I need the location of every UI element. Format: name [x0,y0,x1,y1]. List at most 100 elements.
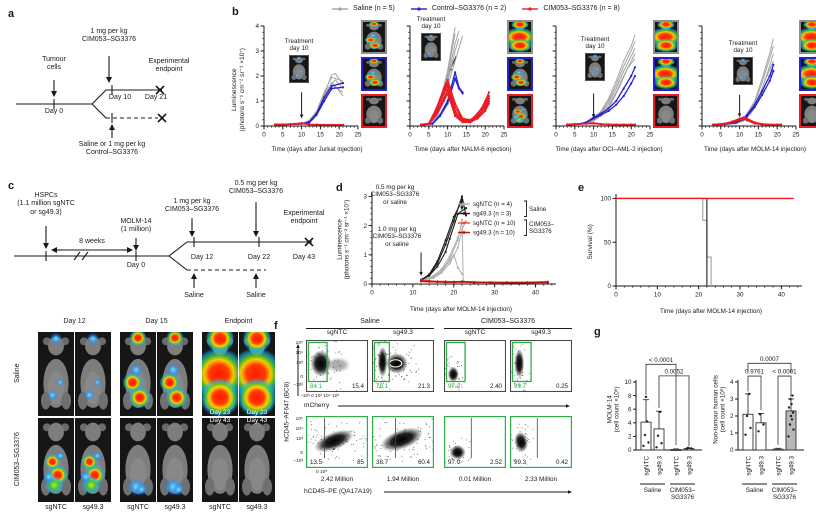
f-ytick: −10³ [293,383,303,388]
panel-d-label: d [336,182,343,194]
svg-text:< 0.0001: < 0.0001 [649,357,674,364]
grid-row-label: Saline [13,363,21,383]
mouse-image: Day 23 [202,332,238,416]
mouse-thumbnail [799,57,816,91]
legend-item: Saline (n = 5) [332,5,395,13]
svg-text:< 0.0001: < 0.0001 [772,369,797,376]
chart-e-xlabel: Time (days after MOLM-14 injection) [660,308,762,315]
svg-text:1: 1 [363,252,367,259]
f-col-header: sg49.3 [393,329,413,336]
svg-text:10: 10 [736,132,744,139]
svg-text:25: 25 [500,132,508,139]
legend-item: Control–SG3376 (n = 2) [410,5,506,13]
mouse-thumbnail [361,20,387,54]
svg-text:sg49.3: sg49.3 [687,456,694,475]
treatment-annotation: Treatment day 10 [268,38,330,83]
day21-label: Day 21 [144,94,168,101]
svg-text:0.0007: 0.0007 [760,356,779,363]
chart-d-xlabel: Time (days after MOLM-14 injection) [410,306,512,313]
panel-a-label: a [8,8,15,20]
out-percent: 15.4 [351,383,364,390]
mouse-image: Day 43 [239,417,275,502]
mouse-thumbnails [653,20,679,128]
svg-text:10: 10 [590,132,598,139]
gate-percent: 84.1 [310,383,323,390]
b-subplot: 0 5 10 15 20 25 Time (days after NALM-6 injec… [390,16,536,176]
eight-weeks-label: 8 weeks [79,238,105,245]
flow-plot [306,340,368,392]
f-col-header: sgNTC [326,329,348,336]
grid-bottom-label: sgNTC [127,504,149,511]
svg-text:sg49.3 (n = 3): sg49.3 (n = 3) [473,211,511,218]
svg-text:100: 100 [600,196,611,203]
mouse-thumbnail [653,20,679,54]
cell-count: 0.01 Million [458,476,492,483]
mouse-thumbnails [507,20,533,128]
mouse-thumbnail [507,20,533,54]
f-xlabel-mcherry: mCherry [304,402,330,409]
tumour-cells-label: Tumour cells [42,56,66,72]
f-ytick: 10⁴ [295,351,303,356]
right-percent: 85 [357,459,364,466]
f-ytick: 10³ [296,437,303,442]
svg-text:20: 20 [482,132,490,139]
panel-e-label: e [578,182,585,194]
grid-bottom-label: sg49.3 [82,504,104,511]
c-saline1-label: Saline [184,292,204,299]
grid-bottom-label: sgNTC [209,504,231,511]
c-dose2-label: 0.5 mg per kg CIM053–SG3376 [228,180,284,196]
f-xlabel-pe: hCD45–PE (QA17A19) [304,488,372,495]
mouse-thumbnail [653,94,679,128]
svg-text:20: 20 [774,132,782,139]
svg-text:sg49.3 (n = 10): sg49.3 (n = 10) [473,230,515,237]
panel-d: d Luminescence (photons s⁻¹ cm⁻² sr⁻¹ ×1… [336,180,571,318]
svg-text:15: 15 [317,132,325,139]
left-percent: 38.7 [376,459,389,466]
svg-text:0.9761: 0.9761 [745,369,764,376]
flow-plot [444,340,506,392]
svg-text:0: 0 [554,132,558,139]
f-xaxis-arrow [338,402,574,410]
grid-bottom-label: sgNTC [45,504,67,511]
chart-g1-ylabel: MOLM-14 (cell count ×10⁶) [606,386,621,433]
timeline-c-diagram [14,202,314,288]
svg-text:25: 25 [792,132,800,139]
treatment-label: Treatment day 10 [728,40,758,55]
out-percent: 21.3 [417,383,430,390]
chart-d: 0 10 20 30 40 0 1 2 3 sgNTC (n = 4) sg49.3 (n = 3)… [363,192,556,297]
right-percent: 60.4 [417,459,430,466]
svg-text:CIM053–: CIM053– [772,487,798,494]
svg-text:20: 20 [628,132,636,139]
treatment-mouse-image [733,56,753,85]
legend-item: CIM053–SG3376 (n = 8) [522,5,620,13]
f-ytick: −10³ [293,459,303,464]
chart-g2-ylabel: Non-tumour human cells (cell count ×10⁶) [712,375,727,444]
treatment-annotation: Treatment day 10 [712,40,774,85]
svg-text:sgNTC (n = 10): sgNTC (n = 10) [473,220,515,227]
svg-text:20: 20 [695,292,703,299]
svg-text:1: 1 [730,430,734,437]
d-annotation-05: 0.5 mg per kg CIM053–SG3376 or saline [370,184,420,206]
out-percent: 0.25 [555,383,568,390]
svg-text:0: 0 [255,123,259,130]
d-annotation-10: 1.0 mg per kg CIM053–SG3376 or saline [372,226,422,248]
svg-text:sg49.3: sg49.3 [657,456,664,475]
panel-c: c [4,178,334,310]
mouse-image [75,418,111,502]
svg-text:10: 10 [625,379,632,386]
grid-row-label: CIM053–SG3376 [13,432,21,487]
mouse-image-grid: Day 12 Day 15 Endpoint Saline CIM053–SG3376 D… [8,312,308,520]
svg-text:4: 4 [730,379,734,386]
svg-text:5: 5 [427,132,431,139]
svg-text:3: 3 [730,396,734,403]
flow-plot [510,340,572,392]
left-percent: 13.5 [310,459,323,466]
svg-text:6: 6 [628,406,632,413]
panel-c-label: c [8,180,15,192]
panel-b-label: b [232,6,239,18]
c-endpoint-label: Experimental endpoint [283,210,325,226]
mouse-thumbnail [507,57,533,91]
svg-text:0: 0 [408,132,412,139]
svg-text:20: 20 [336,132,344,139]
svg-text:SG3376: SG3376 [529,228,552,235]
